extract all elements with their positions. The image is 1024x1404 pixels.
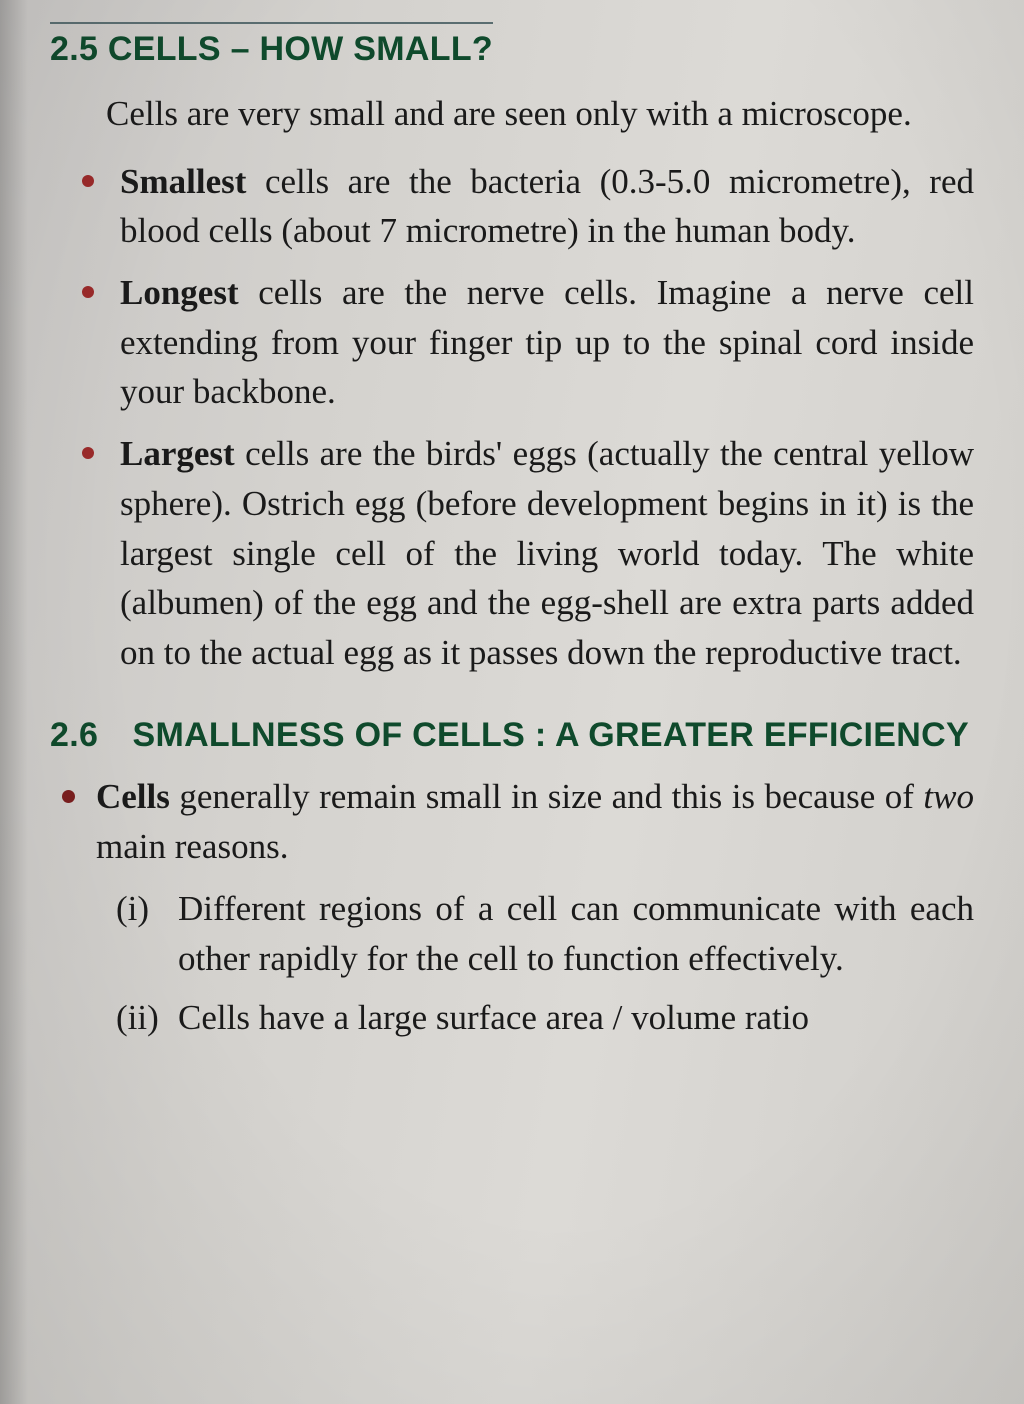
section-2-5-intro: Cells are very small and are seen only w… [50, 89, 974, 139]
bullet-largest: Largest cells are the birds' eggs (actua… [120, 429, 974, 677]
cells-small-reasons-lead: Cells generally remain small in size and… [96, 772, 974, 871]
lead-tail: main reasons. [96, 827, 288, 866]
bullet-text: cells are the nerve cells. Imagine a ner… [120, 273, 974, 411]
reason-text: Cells have a large surface area / volume… [178, 998, 809, 1037]
reasons-list: (i) Different regions of a cell can comm… [50, 884, 974, 1043]
lead-mid: generally remain small in size and this … [170, 777, 924, 816]
reason-number: (i) [116, 884, 149, 934]
section-2-6-lead-bullet-list: Cells generally remain small in size and… [50, 772, 974, 871]
bullet-smallest: Smallest cells are the bacteria (0.3-5.0… [120, 157, 974, 256]
bullet-longest: Longest cells are the nerve cells. Imagi… [120, 268, 974, 417]
section-2-6-heading: 2.6 SMALLNESS OF CELLS : A GREATER EFFIC… [50, 712, 974, 759]
bullet-text: cells are the bacteria (0.3-5.0 micromet… [120, 162, 974, 251]
reason-i: (i) Different regions of a cell can comm… [116, 884, 974, 983]
bullet-text: cells are the birds' eggs (actually the … [120, 434, 974, 672]
reason-number: (ii) [116, 993, 159, 1043]
section-2-5-bullets: Smallest cells are the bacteria (0.3-5.0… [50, 157, 974, 678]
bullet-lead: Longest [120, 273, 239, 312]
bullet-lead: Largest [120, 434, 235, 473]
lead-italic: two [923, 777, 974, 816]
reason-ii: (ii) Cells have a large surface area / v… [116, 993, 974, 1043]
section-2-5-heading: 2.5 CELLS – HOW SMALL? [50, 22, 493, 69]
bullet-lead: Smallest [120, 162, 246, 201]
textbook-page: 2.5 CELLS – HOW SMALL? Cells are very sm… [0, 0, 1024, 1043]
reason-text: Different regions of a cell can communic… [178, 889, 974, 978]
lead-bold: Cells [96, 777, 170, 816]
